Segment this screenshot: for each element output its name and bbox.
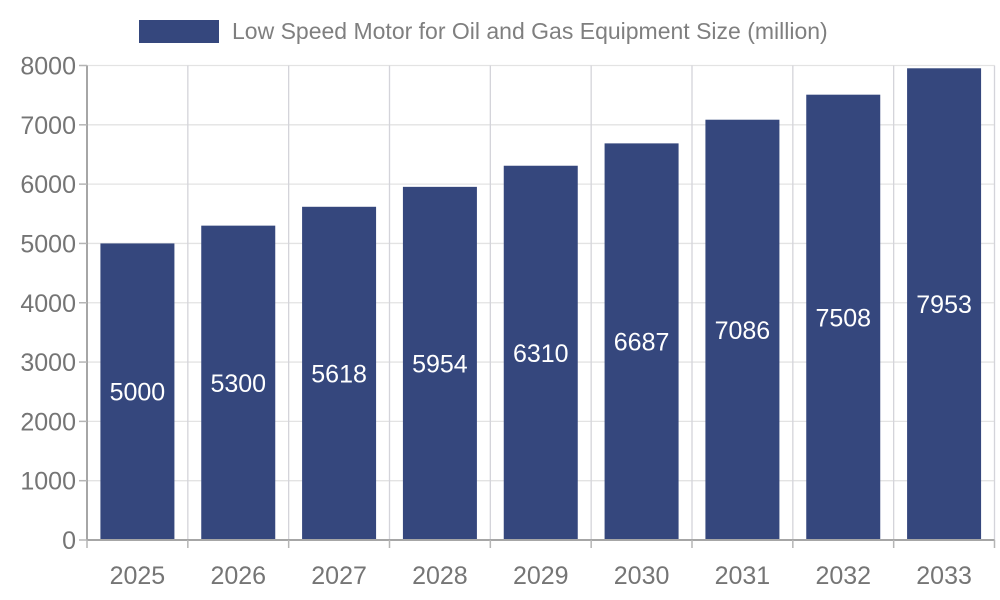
x-tick-label: 2031 [715,562,771,590]
bar-value-label: 6310 [513,340,569,368]
bar-value-label: 5300 [210,370,266,398]
bar-value-label: 6687 [614,329,670,357]
y-tick-label: 1000 [20,468,76,496]
y-tick-label: 6000 [20,171,76,199]
x-tick-label: 2025 [110,562,166,590]
x-tick-label: 2032 [815,562,871,590]
y-tick-label: 3000 [20,349,76,377]
legend-item[interactable]: Low Speed Motor for Oil and Gas Equipmen… [139,20,828,43]
bar-2027 [302,206,377,540]
x-tick-label: 2029 [513,562,569,590]
x-tick-label: 2026 [210,562,266,590]
y-tick-label: 8000 [20,53,76,81]
x-tick-label: 2033 [916,562,972,590]
bar-2026 [201,225,276,541]
y-tick-label: 7000 [20,112,76,140]
bar-value-label: 5618 [311,360,367,388]
bar-2028 [402,186,477,540]
bar-value-label: 7953 [916,291,972,319]
legend-label: Low Speed Motor for Oil and Gas Equipmen… [232,18,828,44]
bar-2029 [503,165,578,540]
x-tick-label: 2028 [412,562,468,590]
y-tick-label: 0 [62,527,76,555]
bar-value-label: 5000 [110,379,166,407]
x-tick-label: 2030 [614,562,670,590]
bar-2032 [806,94,881,540]
bar-value-label: 5954 [412,350,468,378]
bar-2031 [705,119,780,541]
bar-value-label: 7086 [715,317,771,345]
legend-swatch-icon [139,20,219,43]
y-tick-label: 4000 [20,290,76,318]
bar-2030 [604,143,679,540]
y-tick-label: 5000 [20,230,76,258]
x-tick-label: 2027 [311,562,367,590]
bar-2025 [100,243,175,540]
bar-value-label: 7508 [815,304,871,332]
y-tick-label: 2000 [20,408,76,436]
bar-2033 [907,68,982,540]
